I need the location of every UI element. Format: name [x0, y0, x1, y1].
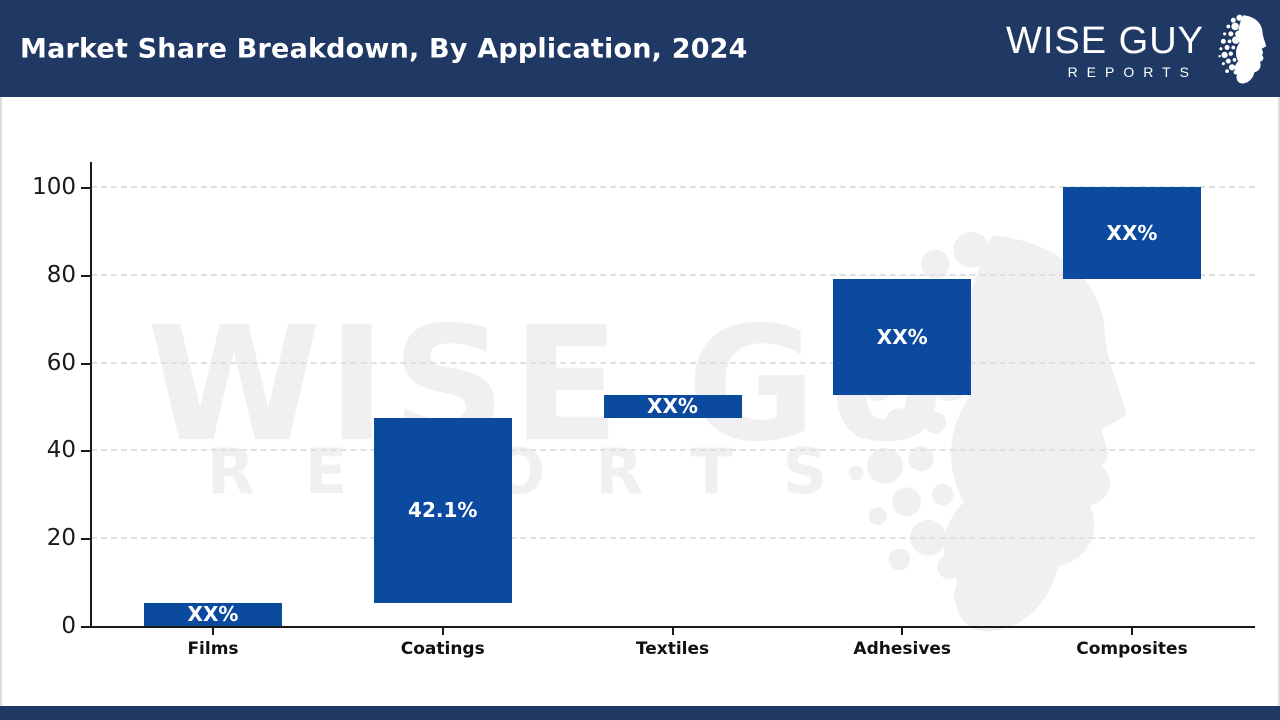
y-tick-label-80: 80	[46, 261, 76, 288]
x-tick-mark-textiles	[671, 628, 674, 635]
bar-textiles: XX%	[603, 394, 742, 419]
bar-value-label: XX%	[876, 325, 928, 350]
y-tick-mark-80	[81, 274, 90, 277]
y-tick-label-20: 20	[46, 525, 76, 552]
y-tick-mark-0	[81, 626, 90, 628]
chart-canvas: WISE GUY REPORTS 0 20 40 60 80 100 XX% 42.1% XX%…	[0, 97, 1280, 706]
x-tick-mark-adhesives	[901, 628, 904, 635]
logo-subtitle: REPORTS	[1067, 64, 1198, 80]
x-tick-mark-composites	[1131, 628, 1133, 635]
gridline-40	[91, 449, 1255, 452]
y-tick-label-0: 0	[61, 613, 76, 639]
bar-composites: XX%	[1063, 187, 1201, 280]
y-tick-label-60: 60	[46, 349, 76, 376]
gridline-100	[91, 186, 1255, 188]
x-axis-label-textiles: Textiles	[635, 639, 710, 659]
bar-coatings: 42.1%	[373, 417, 512, 603]
gridline-80	[91, 273, 1255, 276]
x-axis-line	[90, 626, 1255, 628]
bar-adhesives: XX%	[833, 279, 972, 396]
x-axis-label-coatings: Coatings	[400, 639, 485, 659]
page-title: Market Share Breakdown, By Application, …	[20, 33, 748, 64]
wise-guy-face-icon	[1218, 14, 1267, 84]
bar-value-label: XX%	[187, 602, 239, 627]
x-tick-mark-coatings	[441, 628, 444, 635]
x-tick-mark-films	[212, 628, 214, 635]
watermark-reports-text: REPORTS	[207, 435, 878, 508]
wise-guy-logo: WISE GUY REPORTS	[1006, 6, 1268, 92]
x-axis-label-films: Films	[187, 639, 239, 659]
x-axis-label-adhesives: Adhesives	[853, 639, 952, 659]
y-tick-label-100: 100	[32, 174, 76, 200]
bar-films: XX%	[144, 602, 282, 627]
bar-value-label: 42.1%	[408, 498, 478, 523]
gridline-20	[91, 537, 1255, 540]
header-bar: Market Share Breakdown, By Application, …	[0, 0, 1280, 97]
bar-value-label: XX%	[1106, 221, 1158, 246]
bar-value-label: XX%	[647, 394, 698, 419]
y-tick-mark-100	[81, 187, 90, 189]
y-axis-line	[90, 162, 92, 628]
y-tick-mark-40	[81, 450, 90, 453]
gridline-60	[91, 361, 1255, 364]
footer-bar	[0, 706, 1280, 720]
y-tick-mark-20	[81, 538, 90, 541]
y-tick-label-40: 40	[46, 437, 76, 464]
logo-wordmark: WISE GUY	[1005, 20, 1204, 62]
x-axis-label-composites: Composites	[1076, 639, 1188, 659]
y-tick-mark-60	[81, 362, 90, 365]
